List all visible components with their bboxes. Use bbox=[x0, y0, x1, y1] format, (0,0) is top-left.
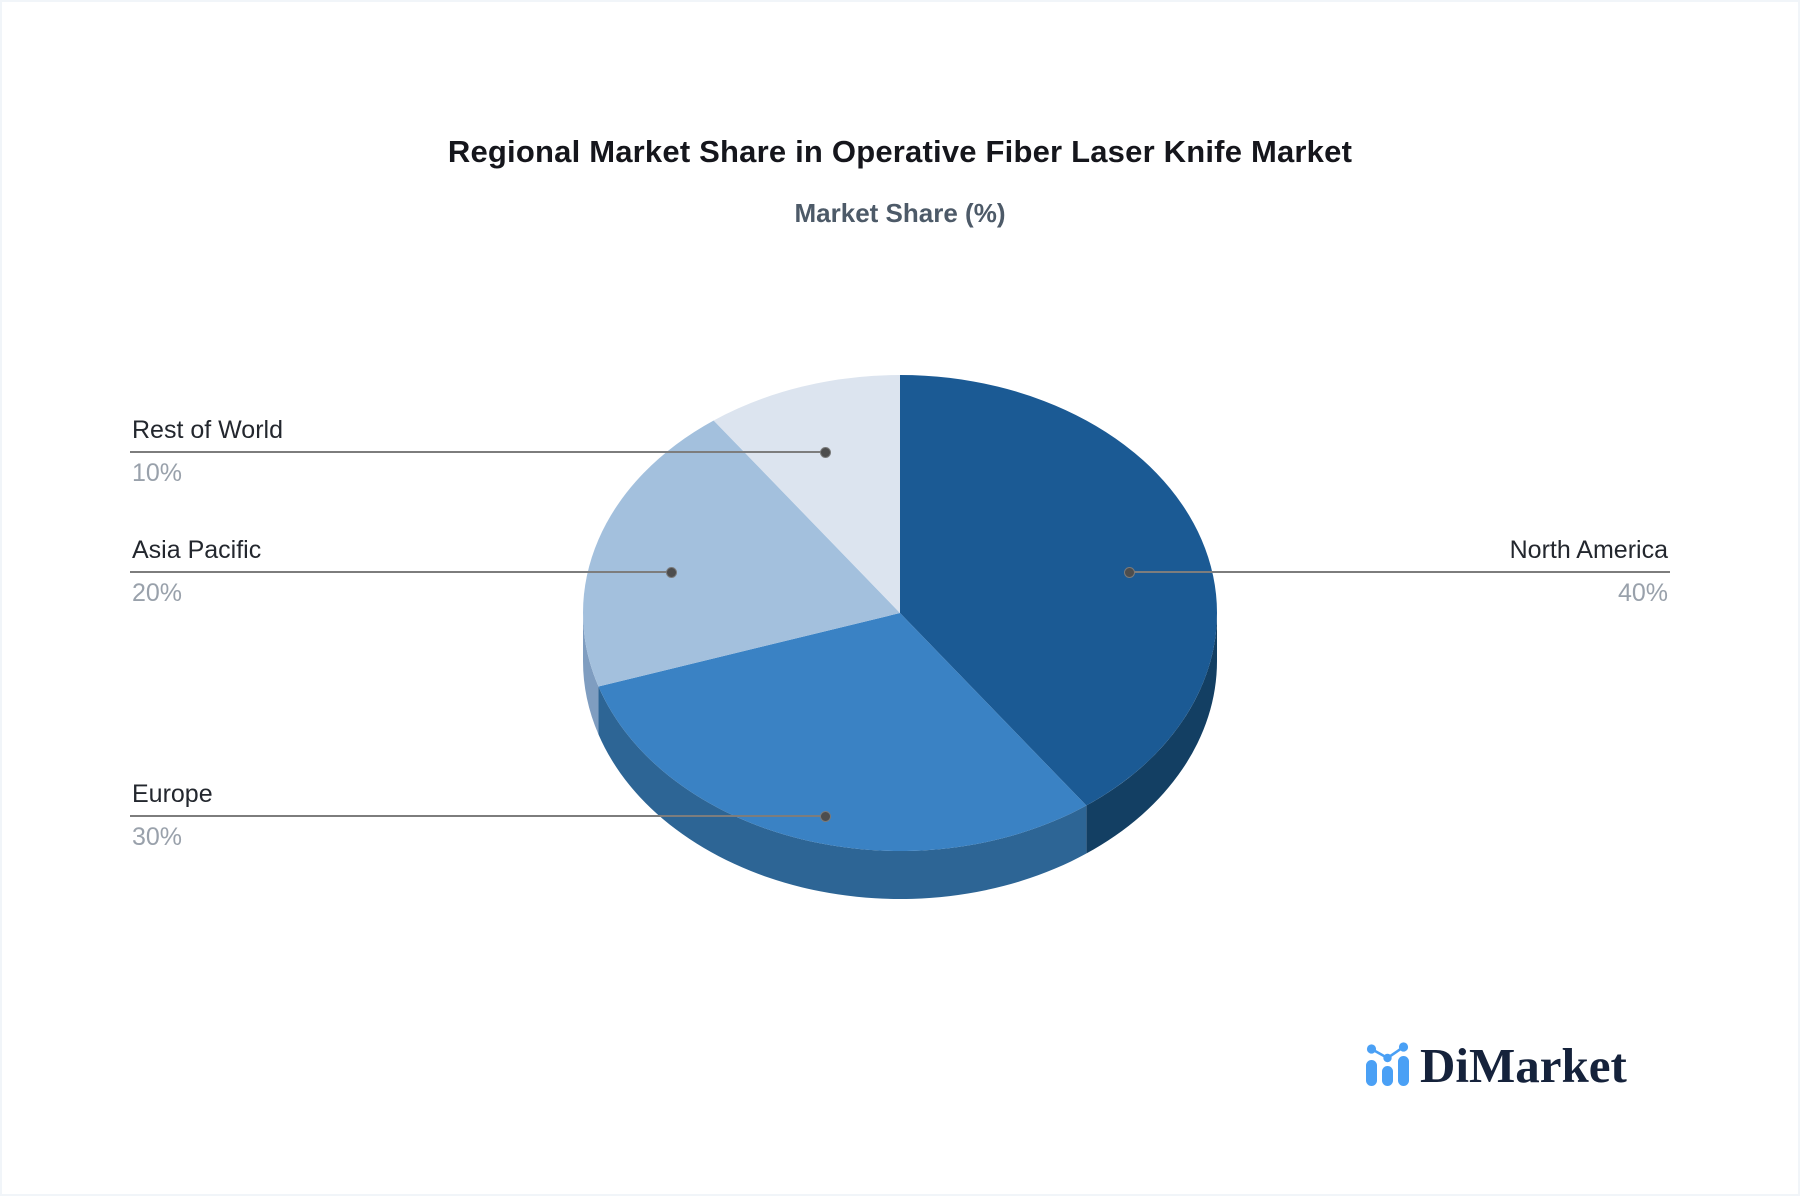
leader-line bbox=[130, 567, 677, 578]
slice-value: 40% bbox=[1617, 579, 1668, 607]
slice-label: Europe bbox=[132, 780, 213, 808]
leader-line bbox=[130, 811, 831, 822]
pie-slice-side bbox=[583, 613, 599, 735]
mini-bar-line-chart-icon bbox=[1366, 1042, 1409, 1086]
pie-slice-asia-pacific bbox=[583, 420, 900, 687]
slice-label: Rest of World bbox=[132, 416, 283, 444]
brand-name: DiMarket bbox=[1420, 1038, 1627, 1093]
slice-value: 30% bbox=[132, 823, 183, 851]
brand-logo: DiMarket bbox=[1362, 1038, 1662, 1098]
chart-subtitle: Market Share (%) bbox=[794, 198, 1006, 228]
slice-label: Asia Pacific bbox=[132, 536, 262, 564]
pie-slice-north-america bbox=[900, 375, 1218, 806]
leader-line bbox=[1124, 567, 1670, 578]
pie-slice-europe bbox=[598, 613, 1087, 852]
leader-dot bbox=[820, 447, 831, 458]
leader-line bbox=[130, 447, 831, 458]
pie-slice-side bbox=[598, 686, 1087, 900]
slice-label: North America bbox=[1509, 536, 1668, 564]
slice-value: 10% bbox=[132, 459, 183, 487]
pie-slice-rest-of-world bbox=[713, 374, 900, 613]
leader-dot bbox=[820, 811, 831, 822]
pie-slice-side bbox=[1086, 613, 1217, 854]
slice-value: 20% bbox=[132, 579, 183, 607]
leader-dot bbox=[666, 567, 677, 578]
leader-dot bbox=[1124, 567, 1135, 578]
chart-title: Regional Market Share in Operative Fiber… bbox=[447, 134, 1353, 169]
